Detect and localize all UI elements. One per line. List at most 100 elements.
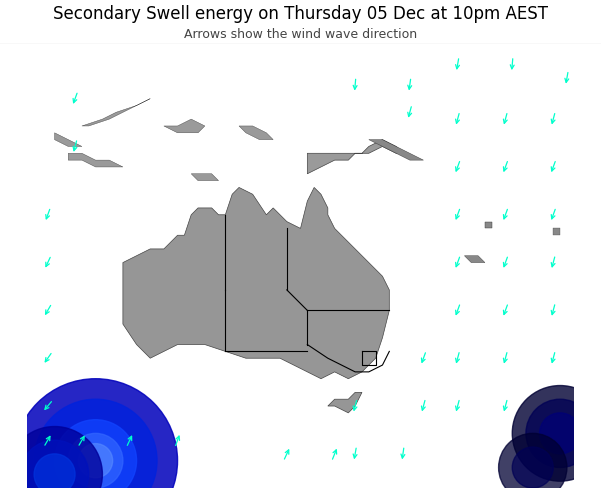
Point <box>32 166 42 174</box>
Point <box>227 297 236 305</box>
Point <box>225 274 235 282</box>
Point <box>543 303 553 311</box>
Point <box>424 80 434 88</box>
Point <box>279 380 288 388</box>
Point <box>228 467 238 474</box>
Point <box>379 407 389 414</box>
Point <box>346 463 355 471</box>
Point <box>487 324 496 332</box>
Point <box>282 323 291 330</box>
Point <box>333 95 343 103</box>
Point <box>393 275 403 283</box>
Point <box>389 197 399 204</box>
Point <box>191 337 201 345</box>
Point <box>272 405 281 413</box>
Point <box>62 275 72 283</box>
Point <box>53 45 63 53</box>
Point <box>487 153 496 161</box>
Point <box>100 300 109 307</box>
Point <box>379 53 388 61</box>
Point <box>197 416 207 424</box>
Point <box>98 285 108 293</box>
Point <box>520 354 529 362</box>
Point <box>329 257 339 265</box>
Point <box>209 386 219 394</box>
Point <box>430 74 439 82</box>
Point <box>432 333 442 341</box>
Point <box>176 404 186 412</box>
Point <box>225 95 234 102</box>
Point <box>285 291 295 299</box>
Point <box>526 305 536 312</box>
Point <box>108 94 117 102</box>
Point <box>324 416 334 424</box>
Point <box>169 386 179 393</box>
Point <box>566 275 575 283</box>
Point <box>176 81 186 89</box>
Point <box>171 94 180 102</box>
Point <box>74 286 84 294</box>
Point <box>150 129 159 137</box>
Point <box>218 163 228 170</box>
Point <box>554 45 563 53</box>
Point <box>106 197 116 204</box>
Point <box>103 201 112 208</box>
Point <box>334 401 343 408</box>
Point <box>498 315 507 323</box>
Point <box>445 264 454 271</box>
Point <box>341 255 350 263</box>
Point <box>510 419 520 427</box>
Point <box>516 55 525 63</box>
Point <box>120 296 130 304</box>
Point <box>444 297 453 305</box>
Point <box>72 257 82 265</box>
Point <box>201 41 211 49</box>
Point <box>453 427 462 435</box>
Point <box>483 268 493 276</box>
Point <box>98 242 108 250</box>
Point <box>99 180 108 187</box>
Point <box>304 311 313 319</box>
Point <box>406 330 415 338</box>
Circle shape <box>34 399 157 488</box>
Point <box>166 87 176 95</box>
Point <box>336 290 346 298</box>
Point <box>138 341 148 348</box>
Point <box>546 111 556 119</box>
Point <box>111 152 120 160</box>
Point <box>29 155 39 163</box>
Point <box>442 343 451 350</box>
Point <box>536 453 546 461</box>
Point <box>522 464 531 472</box>
Point <box>54 264 64 271</box>
Point <box>75 339 85 346</box>
Point <box>423 415 433 423</box>
Point <box>197 436 207 444</box>
Point <box>384 213 394 221</box>
Point <box>516 68 525 76</box>
Point <box>298 96 308 103</box>
Point <box>112 414 121 422</box>
Point <box>65 180 75 188</box>
Point <box>180 157 189 164</box>
Point <box>483 387 493 395</box>
Point <box>255 300 264 307</box>
Point <box>266 230 275 238</box>
Point <box>231 437 240 445</box>
Point <box>567 130 577 138</box>
Point <box>38 351 48 359</box>
Point <box>144 186 153 194</box>
Point <box>342 286 352 294</box>
Point <box>365 147 374 155</box>
Point <box>203 395 213 403</box>
Point <box>118 404 128 411</box>
Point <box>354 169 364 177</box>
Point <box>430 439 440 447</box>
Point <box>255 274 265 282</box>
Point <box>398 94 407 102</box>
Point <box>460 249 470 257</box>
Point <box>447 349 456 357</box>
Point <box>159 474 169 482</box>
Point <box>370 219 380 227</box>
Point <box>488 341 498 349</box>
